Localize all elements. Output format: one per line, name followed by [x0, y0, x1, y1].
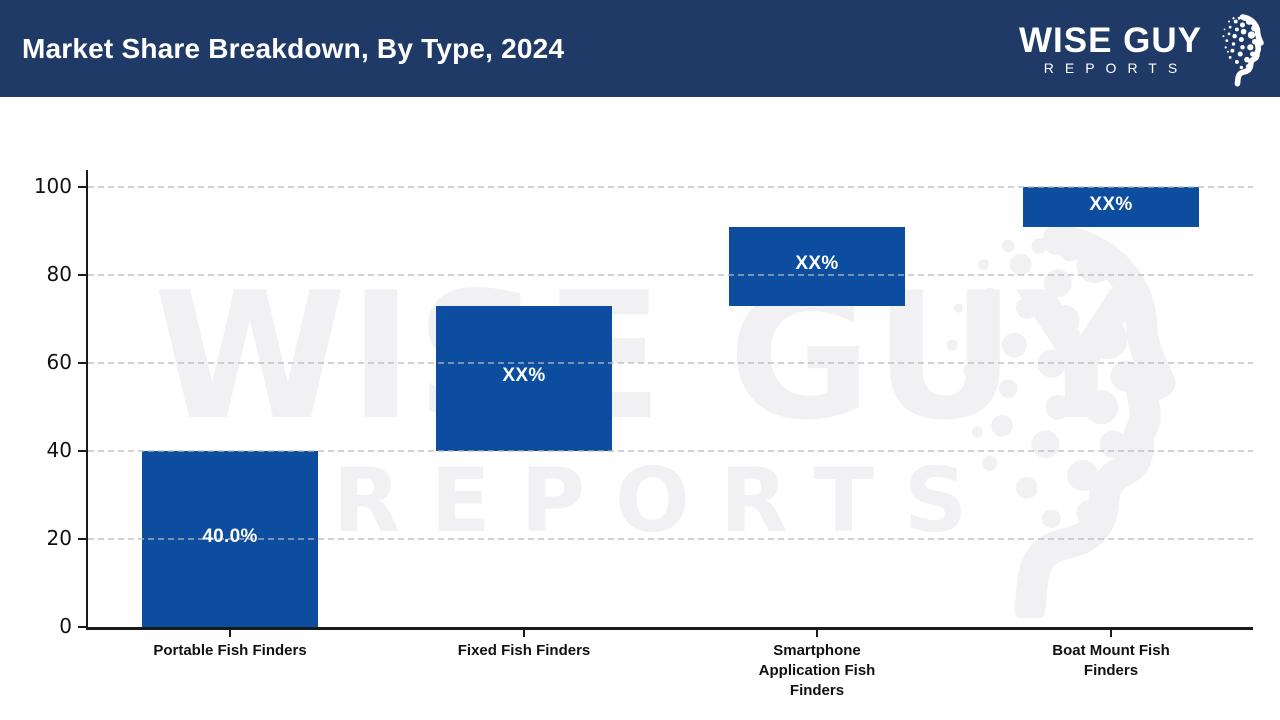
- chart-title: Market Share Breakdown, By Type, 2024: [22, 32, 565, 64]
- wiseguy-logo: WISE GUY REPORTS: [1019, 11, 1266, 87]
- y-axis-tick-mark: [78, 450, 87, 452]
- bar-4: [1023, 187, 1199, 227]
- watermark-reports-label: REPORTS: [332, 449, 998, 552]
- x-category-label: Boat Mount Fish Finders: [1052, 642, 1170, 679]
- x-axis-tick-mark: [816, 630, 818, 637]
- y-axis-line: [86, 170, 88, 629]
- x-axis-tick-mark: [523, 630, 525, 637]
- gridline-40: [88, 450, 1253, 452]
- bar-3: [729, 226, 905, 306]
- bar-value-label: XX%: [795, 253, 839, 275]
- y-axis-tick-mark: [78, 186, 87, 188]
- wiseguy-logo-text: WISE GUY REPORTS: [1019, 23, 1202, 75]
- bar-value-label: 40.0%: [202, 526, 258, 547]
- y-axis-tick-label: 100: [33, 174, 72, 198]
- y-axis-tick-mark: [78, 362, 87, 364]
- x-category-label: Portable Fish Finders: [153, 642, 307, 659]
- x-axis-tick-mark: [1110, 630, 1112, 637]
- x-axis-line: [86, 627, 1253, 630]
- bar-value-label: XX%: [502, 365, 546, 387]
- y-axis-tick-label: 40: [46, 438, 72, 462]
- y-axis-tick-mark: [78, 626, 87, 628]
- y-axis-tick-label: 80: [46, 262, 72, 286]
- y-axis-tick-mark: [78, 274, 87, 276]
- x-category-label: Fixed Fish Finders: [457, 642, 591, 659]
- y-axis-tick-mark: [78, 538, 87, 540]
- gridline-80: [88, 274, 1253, 276]
- y-axis-tick-label: 20: [46, 526, 72, 550]
- watermark-text: WISE GUY REPORTS: [70, 270, 1230, 545]
- gridline-100: [88, 186, 1253, 188]
- chart-area: WISE GUY REPORTS 0 20 40 60 80 100 40.0% Portab…: [0, 97, 1280, 720]
- bar-2: [436, 305, 612, 451]
- gridline-20: [88, 538, 1253, 540]
- y-axis-tick-label: 0: [59, 614, 72, 638]
- logo-wiseguy-label: WISE GUY: [1018, 20, 1202, 60]
- watermark-wiseguy-label: WISE GUY: [153, 256, 1147, 459]
- y-axis-tick-label: 60: [46, 350, 72, 374]
- header-bar: Market Share Breakdown, By Type, 2024 WI…: [0, 0, 1280, 97]
- x-axis-tick-mark: [229, 630, 231, 637]
- x-category-label: Smartphone Application Fish Finders: [758, 642, 876, 699]
- gridline-60: [88, 362, 1253, 364]
- logo-reports-label: REPORTS: [1043, 59, 1189, 76]
- bar-value-label: XX%: [1089, 193, 1133, 215]
